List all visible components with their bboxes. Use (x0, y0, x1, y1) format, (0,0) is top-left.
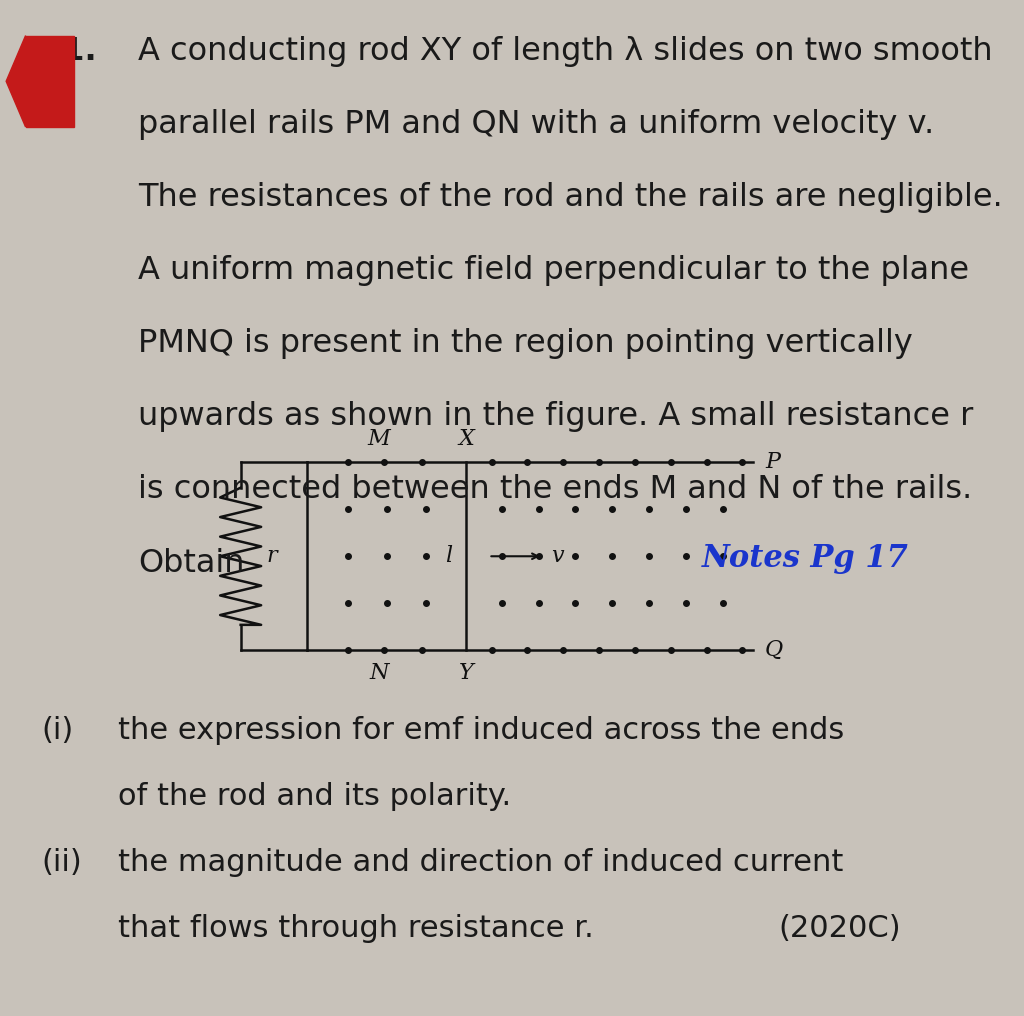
Text: Y: Y (459, 662, 473, 685)
Text: N: N (369, 662, 389, 685)
Text: (ii): (ii) (41, 848, 82, 878)
Text: that flows through resistance r.: that flows through resistance r. (118, 914, 594, 944)
Text: v: v (551, 546, 563, 567)
Polygon shape (6, 36, 26, 127)
Text: Obtain: Obtain (138, 548, 245, 579)
Text: (i): (i) (41, 716, 73, 746)
Text: is connected between the ends M and N of the rails.: is connected between the ends M and N of… (138, 474, 973, 506)
Text: upwards as shown in the figure. A small resistance r: upwards as shown in the figure. A small … (138, 401, 974, 433)
Text: A conducting rod XY of length λ slides on two smooth: A conducting rod XY of length λ slides o… (138, 36, 993, 67)
Text: Q: Q (765, 639, 783, 661)
Text: 31.: 31. (41, 36, 97, 67)
Text: r: r (266, 546, 276, 567)
Text: the expression for emf induced across the ends: the expression for emf induced across th… (118, 716, 844, 746)
Text: the magnitude and direction of induced current: the magnitude and direction of induced c… (118, 848, 843, 878)
Text: Notes Pg 17: Notes Pg 17 (701, 543, 908, 574)
Text: of the rod and its polarity.: of the rod and its polarity. (118, 782, 511, 812)
Text: l: l (445, 546, 453, 567)
Text: The resistances of the rod and the rails are negligible.: The resistances of the rod and the rails… (138, 182, 1002, 213)
Text: M: M (368, 428, 390, 450)
Text: A uniform magnetic field perpendicular to the plane: A uniform magnetic field perpendicular t… (138, 255, 970, 287)
Text: P: P (765, 451, 780, 473)
Text: parallel rails PM and QN with a uniform velocity v.: parallel rails PM and QN with a uniform … (138, 109, 935, 140)
Text: PMNQ is present in the region pointing vertically: PMNQ is present in the region pointing v… (138, 328, 913, 360)
Text: X: X (458, 428, 474, 450)
Polygon shape (26, 36, 74, 127)
Text: (2020C): (2020C) (778, 914, 901, 944)
